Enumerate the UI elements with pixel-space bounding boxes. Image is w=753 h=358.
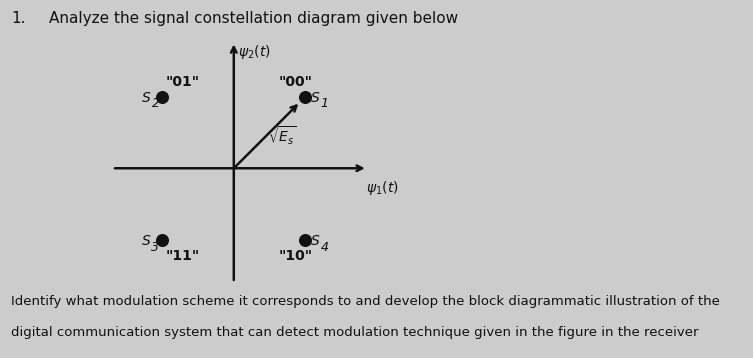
Text: Analyze the signal constellation diagram given below: Analyze the signal constellation diagram… (49, 11, 458, 26)
Text: S: S (142, 234, 151, 248)
Text: 3: 3 (151, 241, 160, 253)
Text: S: S (142, 91, 151, 105)
Text: "11": "11" (166, 249, 200, 263)
Text: 4: 4 (321, 241, 328, 253)
Point (300, 94, 312, 100)
Point (300, 237, 312, 243)
Point (156, 237, 168, 243)
Text: $\sqrt{E_s}$: $\sqrt{E_s}$ (268, 124, 297, 147)
Text: $\psi_2(t)$: $\psi_2(t)$ (238, 43, 271, 61)
Text: digital communication system that can detect modulation technique given in the f: digital communication system that can de… (11, 326, 699, 339)
Point (156, 94, 168, 100)
Text: "01": "01" (166, 75, 200, 90)
Text: 1: 1 (321, 97, 328, 110)
Text: 2: 2 (151, 97, 160, 110)
Text: "00": "00" (278, 75, 312, 90)
Text: $\psi_1(t)$: $\psi_1(t)$ (366, 179, 399, 197)
Text: "10": "10" (278, 249, 312, 263)
Text: S: S (311, 234, 320, 248)
Text: Identify what modulation scheme it corresponds to and develop the block diagramm: Identify what modulation scheme it corre… (11, 295, 720, 308)
Text: S: S (311, 91, 320, 105)
Text: 1.: 1. (11, 11, 26, 26)
